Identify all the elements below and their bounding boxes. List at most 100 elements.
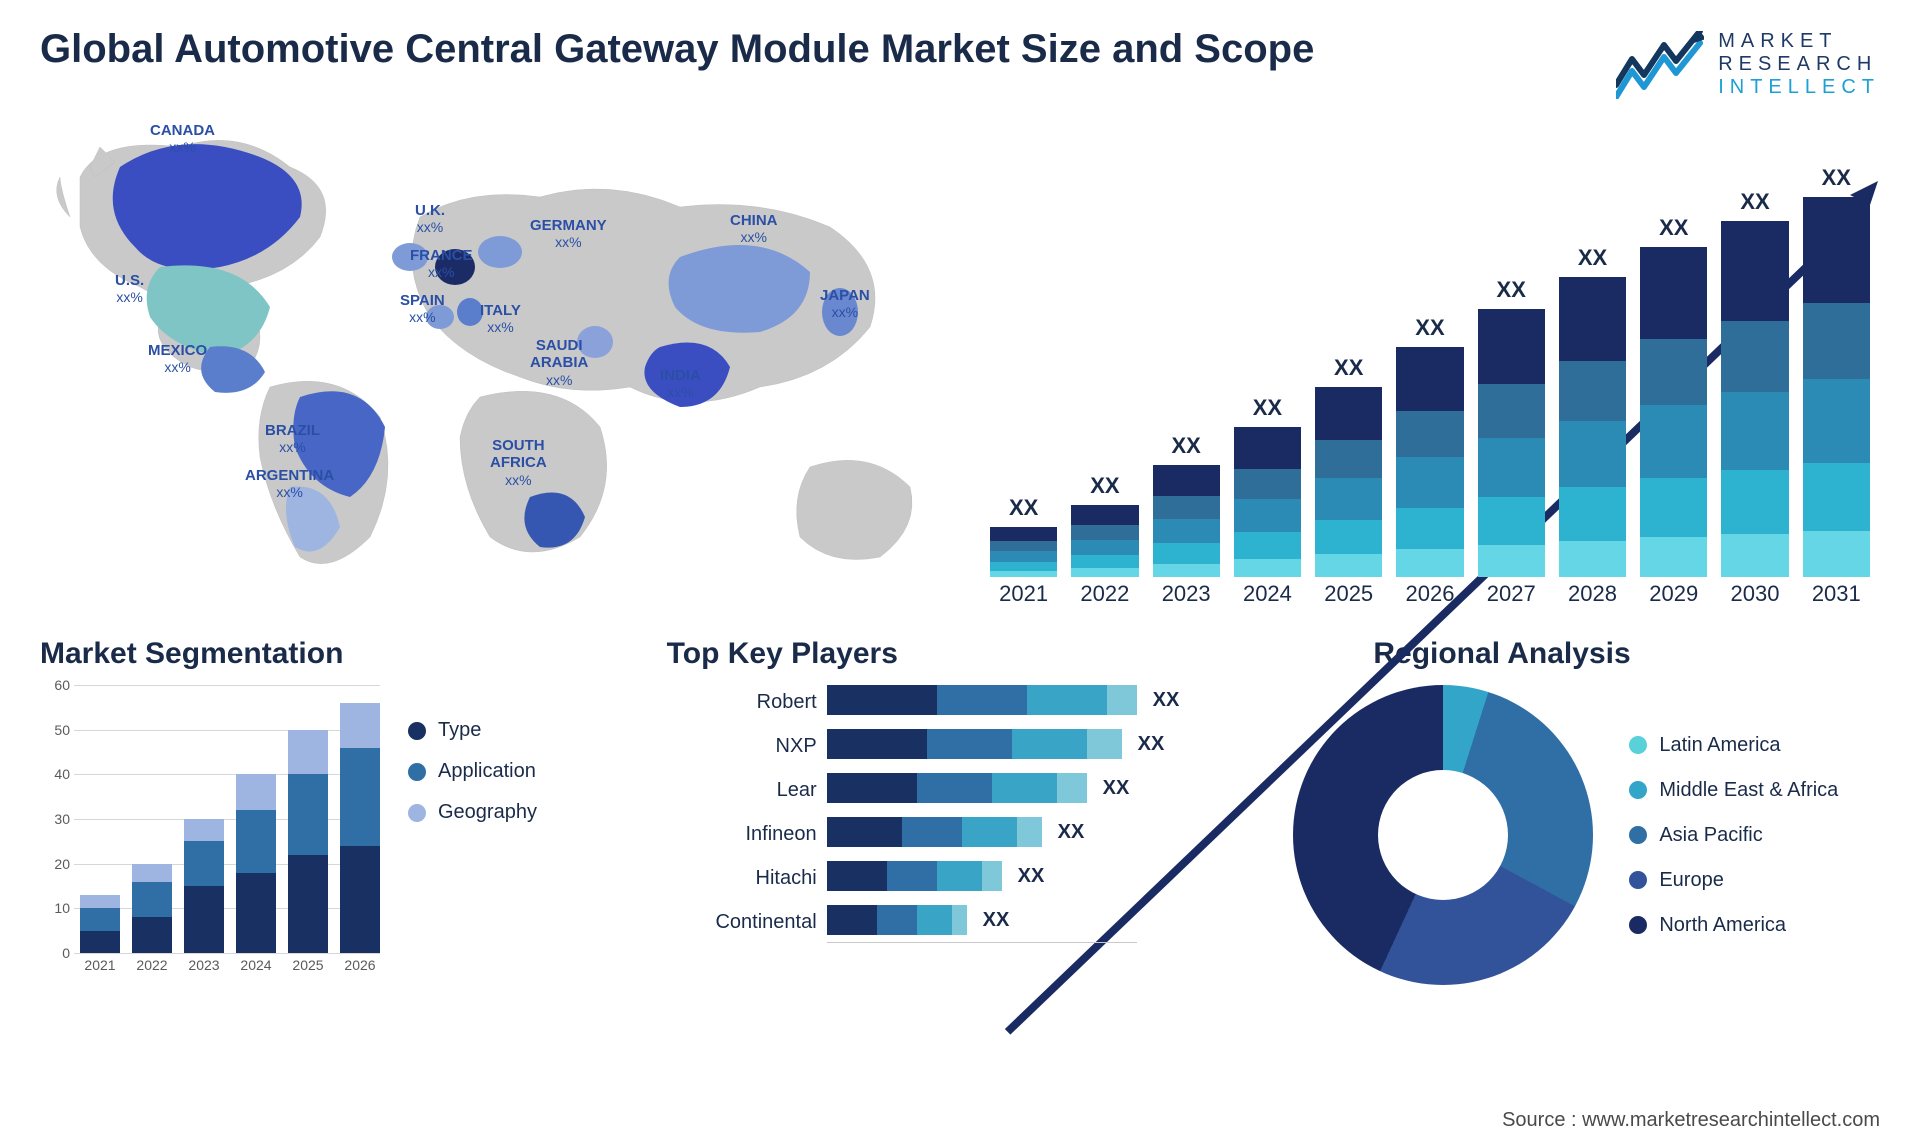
growth-bar: XX bbox=[1478, 309, 1545, 577]
legend-item: Geography bbox=[408, 801, 537, 824]
regional-legend: Latin America Middle East & Africa Asia Pa… bbox=[1629, 734, 1838, 937]
segmentation-year-label: 2022 bbox=[132, 957, 172, 985]
legend-item: Middle East & Africa bbox=[1629, 779, 1838, 802]
growth-year-label: 2025 bbox=[1315, 581, 1382, 617]
legend-item: North America bbox=[1629, 914, 1838, 937]
player-row: XX bbox=[827, 817, 1254, 847]
legend-item: Type bbox=[408, 719, 537, 742]
player-value: XX bbox=[1058, 821, 1085, 844]
growth-bar-value: XX bbox=[1640, 215, 1707, 241]
growth-bar-value: XX bbox=[1559, 245, 1626, 271]
player-label: Continental bbox=[715, 907, 816, 937]
logo-mark-icon bbox=[1616, 31, 1704, 99]
growth-bar-value: XX bbox=[1234, 395, 1301, 421]
growth-year-label: 2028 bbox=[1559, 581, 1626, 617]
player-row: XX bbox=[827, 773, 1254, 803]
segmentation-panel: Market Segmentation 0102030405060 202120… bbox=[40, 637, 627, 985]
player-value: XX bbox=[983, 909, 1010, 932]
key-players-title: Top Key Players bbox=[667, 637, 1254, 671]
growth-bar-value: XX bbox=[990, 495, 1057, 521]
growth-bar: XX bbox=[990, 527, 1057, 577]
segmentation-legend: TypeApplicationGeography bbox=[408, 685, 537, 824]
player-row: XX bbox=[827, 729, 1254, 759]
growth-year-label: 2026 bbox=[1396, 581, 1463, 617]
segmentation-bar bbox=[236, 774, 276, 953]
segmentation-year-label: 2024 bbox=[236, 957, 276, 985]
player-label: Lear bbox=[777, 775, 817, 805]
player-row: XX bbox=[827, 861, 1254, 891]
segmentation-bar bbox=[288, 730, 328, 953]
map-label: ITALYxx% bbox=[480, 302, 521, 335]
growth-bar: XX bbox=[1153, 465, 1220, 577]
segmentation-bar bbox=[80, 895, 120, 953]
source-line: Source : www.marketresearchintellect.com bbox=[1502, 1109, 1880, 1132]
map-label: SPAINxx% bbox=[400, 292, 445, 325]
page-title: Global Automotive Central Gateway Module… bbox=[40, 24, 1314, 74]
growth-year-label: 2023 bbox=[1153, 581, 1220, 617]
growth-bar: XX bbox=[1803, 197, 1870, 577]
player-label: NXP bbox=[776, 731, 817, 761]
growth-bar-value: XX bbox=[1153, 433, 1220, 459]
map-label: INDIAxx% bbox=[660, 367, 701, 400]
map-label: BRAZILxx% bbox=[265, 422, 320, 455]
map-label: MEXICOxx% bbox=[148, 342, 207, 375]
legend-item: Europe bbox=[1629, 869, 1838, 892]
player-value: XX bbox=[1138, 733, 1165, 756]
player-value: XX bbox=[1153, 689, 1180, 712]
map-label: U.K.xx% bbox=[415, 202, 445, 235]
legend-item: Latin America bbox=[1629, 734, 1838, 757]
growth-year-label: 2021 bbox=[990, 581, 1057, 617]
map-label: ARGENTINAxx% bbox=[245, 467, 334, 500]
segmentation-bar bbox=[132, 864, 172, 953]
regional-title: Regional Analysis bbox=[1293, 637, 1880, 671]
segmentation-year-label: 2025 bbox=[288, 957, 328, 985]
logo-line2: RESEARCH bbox=[1718, 53, 1880, 76]
map-label: JAPANxx% bbox=[820, 287, 870, 320]
growth-bar: XX bbox=[1721, 221, 1788, 577]
segmentation-title: Market Segmentation bbox=[40, 637, 627, 671]
regional-panel: Regional Analysis Latin America Middle Ea… bbox=[1293, 637, 1880, 985]
growth-bar: XX bbox=[1640, 247, 1707, 577]
player-row: XX bbox=[827, 685, 1254, 715]
segmentation-year-label: 2023 bbox=[184, 957, 224, 985]
segmentation-year-label: 2026 bbox=[340, 957, 380, 985]
growth-bar-value: XX bbox=[1396, 315, 1463, 341]
growth-bar-value: XX bbox=[1478, 277, 1545, 303]
growth-bar: XX bbox=[1234, 427, 1301, 577]
key-players-chart: XX XX XX XX XX XX bbox=[827, 685, 1254, 937]
player-label: Robert bbox=[757, 687, 817, 717]
legend-item: Asia Pacific bbox=[1629, 824, 1838, 847]
growth-year-label: 2031 bbox=[1803, 581, 1870, 617]
growth-bar-value: XX bbox=[1315, 355, 1382, 381]
growth-bar-value: XX bbox=[1803, 165, 1870, 191]
growth-year-label: 2027 bbox=[1478, 581, 1545, 617]
growth-bar: XX bbox=[1071, 505, 1138, 577]
growth-year-label: 2029 bbox=[1640, 581, 1707, 617]
growth-year-label: 2022 bbox=[1071, 581, 1138, 617]
map-label: SAUDIARABIAxx% bbox=[530, 337, 588, 388]
segmentation-year-label: 2021 bbox=[80, 957, 120, 985]
map-label: GERMANYxx% bbox=[530, 217, 607, 250]
brand-logo: MARKET RESEARCH INTELLECT bbox=[1616, 24, 1880, 99]
key-players-panel: Top Key Players Robert NXP Lear Infineon Hit… bbox=[667, 637, 1254, 985]
player-value: XX bbox=[1018, 865, 1045, 888]
logo-line1: MARKET bbox=[1718, 30, 1880, 53]
map-label: FRANCExx% bbox=[410, 247, 473, 280]
growth-bar: XX bbox=[1315, 387, 1382, 577]
player-row: XX bbox=[827, 905, 1254, 935]
segmentation-bar bbox=[340, 703, 380, 953]
logo-line3: INTELLECT bbox=[1718, 76, 1880, 99]
segmentation-chart: 0102030405060 202120222023202420252026 bbox=[40, 685, 380, 985]
player-label: Infineon bbox=[746, 819, 817, 849]
map-label: SOUTHAFRICAxx% bbox=[490, 437, 547, 488]
growth-year-label: 2024 bbox=[1234, 581, 1301, 617]
map-label: CHINAxx% bbox=[730, 212, 778, 245]
player-label: Hitachi bbox=[756, 863, 817, 893]
growth-chart-panel: XXXXXXXXXXXXXXXXXXXXXX 20212022202320242… bbox=[980, 117, 1880, 617]
map-label: CANADAxx% bbox=[150, 122, 215, 155]
growth-bar: XX bbox=[1396, 347, 1463, 577]
map-label: U.S.xx% bbox=[115, 272, 144, 305]
world-map-panel: CANADAxx% U.K.xx% GERMANYxx% U.S.xx% FRANCEx… bbox=[40, 117, 940, 617]
growth-bar-value: XX bbox=[1721, 189, 1788, 215]
growth-bar: XX bbox=[1559, 277, 1626, 577]
